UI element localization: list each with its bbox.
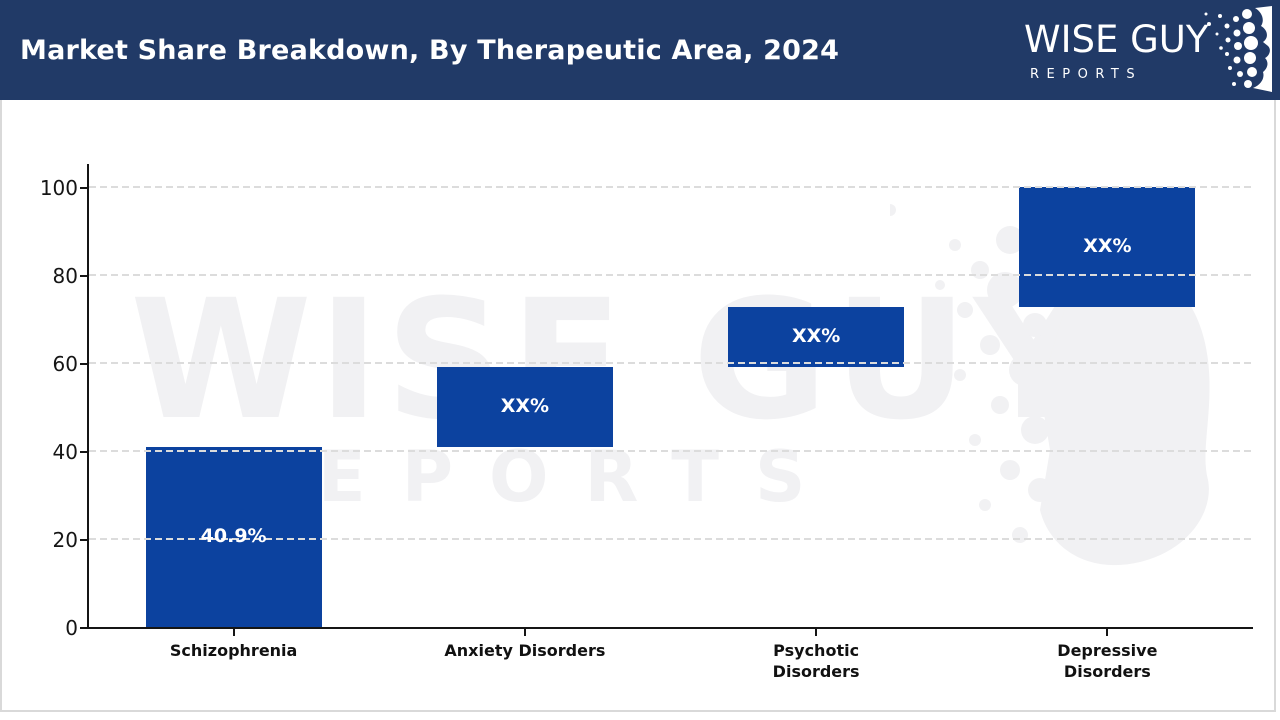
bar-schizophrenia xyxy=(145,447,322,627)
y-tick-label: 20 xyxy=(52,528,78,552)
gridline xyxy=(89,362,1253,364)
y-tick-label: 0 xyxy=(65,616,78,640)
x-axis-tick xyxy=(232,629,235,636)
bar-value-label: XX% xyxy=(500,395,550,417)
y-axis-tick xyxy=(80,627,87,629)
bar-psychotic-disorders xyxy=(728,307,905,367)
x-axis-tick xyxy=(523,629,526,636)
y-tick-label: 40 xyxy=(52,440,78,464)
y-axis-tick xyxy=(80,451,87,453)
gridline xyxy=(89,450,1253,452)
bar-anxiety-disorders xyxy=(436,366,613,448)
x-category-label: Psychotic Disorders xyxy=(772,641,860,681)
y-axis-tick xyxy=(80,363,87,365)
y-tick-label: 60 xyxy=(52,352,78,376)
header-bar: Market Share Breakdown, By Therapeutic A… xyxy=(0,0,1280,100)
gridline xyxy=(89,538,1253,540)
gridline xyxy=(89,274,1253,276)
y-tick-label: 100 xyxy=(39,176,78,200)
bar-value-label: XX% xyxy=(1083,235,1132,258)
x-category-label: Schizophrenia xyxy=(169,641,298,660)
x-axis-tick xyxy=(815,629,818,636)
wise-guy-reports-logo: WISE GUY REPORTS xyxy=(1024,6,1272,92)
y-axis-tick xyxy=(80,539,87,541)
logo-wordmark: WISE GUY xyxy=(1024,18,1209,61)
page-title: Market Share Breakdown, By Therapeutic A… xyxy=(20,34,840,66)
watermark-dot-head-icon xyxy=(890,187,1210,566)
bar-value-label: 40.9% xyxy=(200,525,267,548)
gridline xyxy=(89,186,1253,188)
x-axis-tick xyxy=(1106,629,1109,636)
x-category-label: Depressive Disorders xyxy=(1057,641,1158,681)
x-category-label: Anxiety Disorders xyxy=(444,641,606,660)
y-axis-tick xyxy=(80,275,87,277)
y-axis-line xyxy=(87,164,89,629)
bar-depressive-disorders xyxy=(1019,187,1196,308)
y-axis-tick xyxy=(80,187,87,189)
x-axis-line xyxy=(87,627,1253,629)
watermark-subtext: REPORTS xyxy=(228,436,842,518)
logo-subtext: REPORTS xyxy=(1030,67,1142,82)
bar-value-label: XX% xyxy=(791,325,841,348)
logo-dot-head-icon xyxy=(1204,6,1272,92)
y-tick-label: 80 xyxy=(52,264,78,288)
